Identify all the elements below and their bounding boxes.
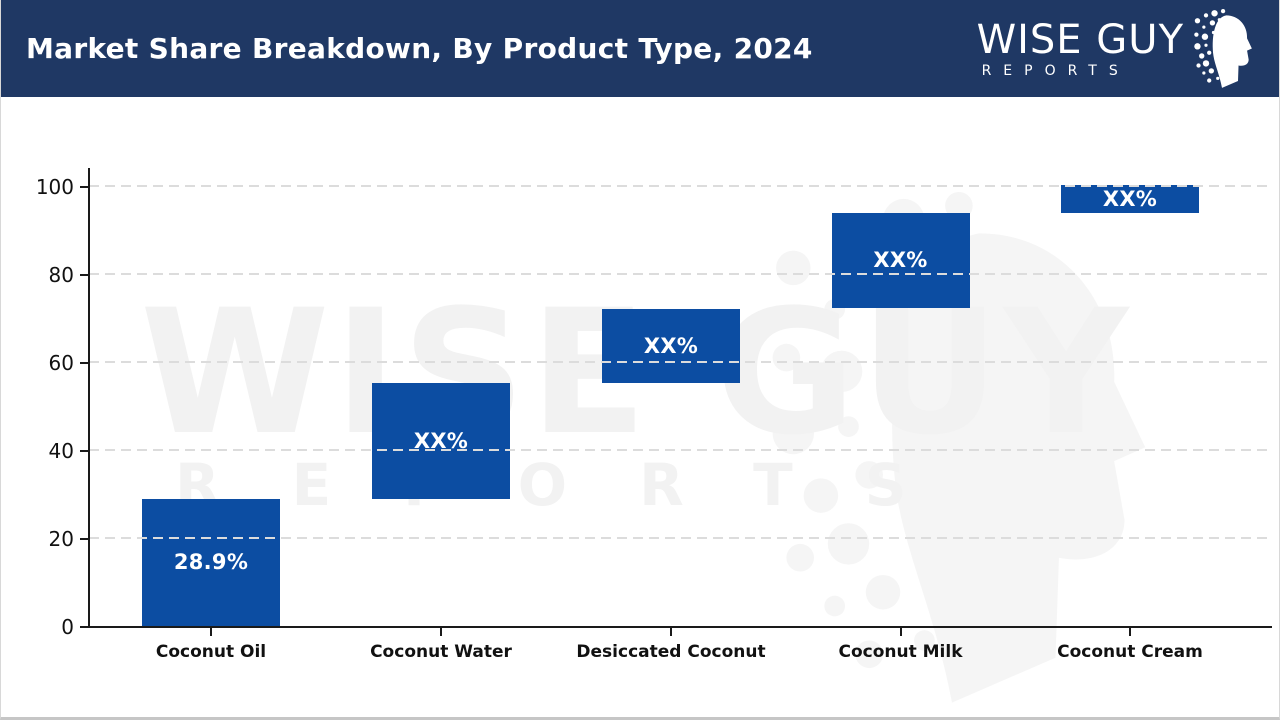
svg-text:REPORTS: REPORTS: [175, 451, 979, 519]
header: Market Share Breakdown, By Product Type,…: [0, 0, 1280, 97]
bar-value-label: XX%: [643, 334, 699, 359]
wiseguy-logo-text: WISE GUY REPORTS: [977, 20, 1184, 78]
y-tick-label-40: 40: [48, 439, 74, 463]
y-tickmark-0: [80, 626, 88, 628]
bar-segment-coconut-water: XX%: [372, 383, 510, 499]
y-tick-label-100: 100: [35, 175, 74, 199]
watermark: WISE GUY REPORTS: [140, 192, 1146, 703]
x-category-label: Coconut Milk: [838, 642, 963, 662]
bar-segment-coconut-oil: 28.9%: [142, 498, 280, 626]
x-category-label: Coconut Cream: [1057, 642, 1203, 662]
bar-segment-coconut-milk: XX%: [831, 212, 970, 308]
y-tickmark-40: [80, 450, 88, 452]
bar-segment-desiccated-coconut: XX%: [602, 309, 740, 384]
x-tickmark-3: [670, 628, 672, 636]
y-tick-label-60: 60: [48, 351, 74, 375]
y-tickmark-60: [80, 362, 88, 364]
y-tickmark-20: [80, 538, 88, 540]
y-tick-label-0: 0: [61, 615, 74, 639]
y-tickmark-80: [80, 274, 88, 276]
gridline-40: [89, 449, 1272, 451]
gridline-80: [89, 273, 1272, 275]
x-tickmark-2: [440, 628, 442, 636]
bar-segment-coconut-cream: XX%: [1061, 185, 1199, 213]
y-tickmark-100: [80, 186, 88, 188]
gridline-20: [89, 537, 1272, 539]
x-category-label: Desiccated Coconut: [576, 642, 766, 662]
wiseguy-face-icon: [1194, 8, 1252, 88]
x-category-label: Coconut Water: [370, 642, 512, 662]
x-tickmark-4: [899, 628, 902, 636]
x-category-label: Coconut Oil: [155, 642, 267, 662]
y-tick-label-80: 80: [48, 263, 74, 287]
x-tickmark-5: [1129, 628, 1131, 636]
x-axis-line: [88, 626, 1272, 628]
page-title: Market Share Breakdown, By Product Type,…: [26, 32, 813, 65]
bar-value-label: XX%: [1102, 186, 1158, 211]
brand-subtitle: REPORTS: [981, 62, 1130, 79]
y-tick-label-20: 20: [48, 527, 74, 551]
gridline-100: [89, 185, 1272, 187]
bar-value-label: XX%: [873, 248, 928, 273]
bar-value-label: XX%: [413, 428, 469, 453]
gridline-60: [89, 361, 1272, 363]
x-tickmark-1: [210, 628, 212, 636]
y-axis-line: [88, 168, 90, 628]
waterfall-chart: WISE GUY REPORTS 28.9% XX% XX% XX% XX% 0 20 40 6…: [0, 97, 1280, 717]
brand-name: WISE GUY: [976, 16, 1184, 63]
wiseguy-logo: WISE GUY REPORTS: [977, 8, 1254, 90]
bar-value-label: 28.9%: [173, 550, 249, 575]
